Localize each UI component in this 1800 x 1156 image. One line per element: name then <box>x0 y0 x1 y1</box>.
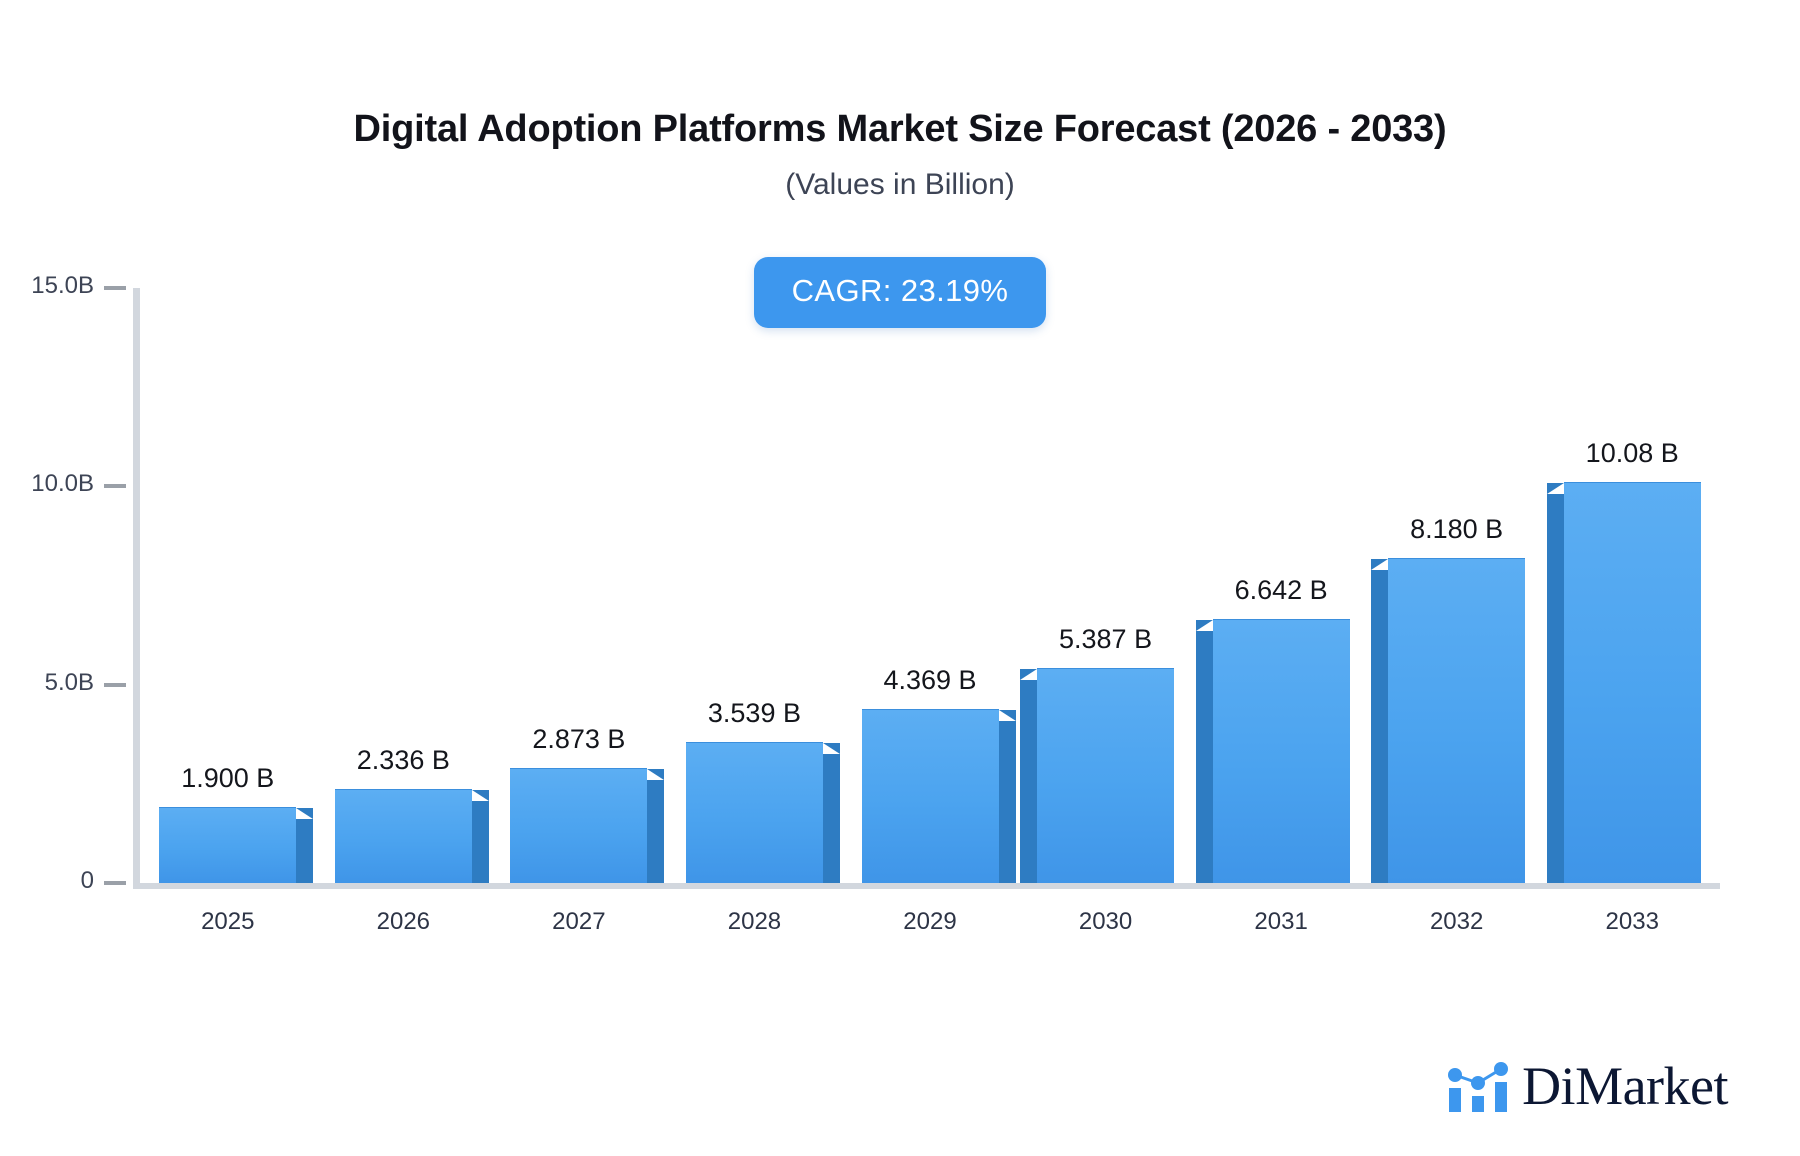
y-tick-label: 15.0B <box>31 272 94 299</box>
bar[interactable] <box>159 806 314 883</box>
bar-value-label: 2.336 B <box>356 745 450 776</box>
bar[interactable] <box>1371 557 1526 883</box>
chart-subtitle: (Values in Billion) <box>785 167 1015 201</box>
bar-depth-top <box>471 790 489 802</box>
bar-depth-face <box>1546 494 1564 883</box>
x-axis-label: 2026 <box>376 908 431 935</box>
bar-group[interactable]: 10.08 B <box>1546 288 1701 883</box>
y-tick-mark <box>104 484 126 489</box>
bar-group[interactable]: 8.180 B <box>1371 288 1526 883</box>
cagr-badge-container: CAGR: 23.19% <box>0 257 1800 328</box>
y-tick-mark <box>104 881 126 885</box>
bar-depth-face <box>998 720 1016 883</box>
x-axis-label: 2032 <box>1429 908 1484 935</box>
bar[interactable] <box>1020 668 1175 883</box>
bar-chart-dots-icon <box>1448 1062 1509 1112</box>
x-axis-label: 2029 <box>903 908 957 935</box>
bar-value-label: 3.539 B <box>707 697 801 728</box>
bar-group[interactable]: 5.387 B <box>1020 288 1175 883</box>
bar-depth-face <box>647 780 665 883</box>
bar-group[interactable]: 2.873 B <box>510 288 665 883</box>
x-axis-label: 2027 <box>552 908 606 935</box>
dimarket-logo: DiMarket <box>1447 1058 1728 1114</box>
bar[interactable] <box>685 741 840 883</box>
bar-value-label: 2.873 B <box>532 724 626 755</box>
y-tick-label: 10.0B <box>31 470 94 498</box>
bar-group[interactable]: 4.369 B <box>861 288 1016 883</box>
bar-value-label: 5.387 B <box>1059 624 1153 655</box>
bar-value-label: 6.642 B <box>1234 574 1328 605</box>
bar[interactable] <box>334 789 489 883</box>
bar-group[interactable]: 3.539 B <box>685 288 840 883</box>
bar-depth-top <box>998 709 1016 721</box>
bar-depth-face <box>296 818 314 883</box>
y-tick-mark <box>104 286 126 290</box>
bar-series: 1.900 B 2.336 B 2.873 B 3.539 B 4.369 B 5.387… <box>140 288 1720 883</box>
y-tick-label: 0 <box>80 867 94 894</box>
bar-group[interactable]: 1.900 B <box>159 288 314 883</box>
x-axis-label: 2031 <box>1254 908 1308 935</box>
chart-title: Digital Adoption Platforms Market Size F… <box>353 108 1447 150</box>
bar-depth-top <box>822 742 840 754</box>
bar-depth-top <box>1546 483 1564 495</box>
bar[interactable] <box>1546 482 1701 883</box>
bar-value-label: 1.900 B <box>181 762 275 793</box>
bar-depth-top <box>1371 558 1389 570</box>
bar[interactable] <box>1195 618 1350 883</box>
bar-depth-face <box>1020 680 1038 883</box>
bar-depth-top <box>1195 619 1213 631</box>
bar[interactable] <box>861 708 1016 883</box>
bar-depth-top <box>1020 669 1038 681</box>
bar-depth-top <box>296 807 314 819</box>
logo-text: DiMarket <box>1522 1056 1728 1116</box>
bar-value-label: 4.369 B <box>883 664 977 695</box>
y-tick-mark <box>104 682 126 687</box>
bar-depth-face <box>471 801 489 883</box>
chart-header: Digital Adoption Platforms Market Size F… <box>0 108 1800 202</box>
bar-value-label: 8.180 B <box>1410 513 1504 544</box>
y-tick-label: 5.0B <box>44 668 94 696</box>
bar[interactable] <box>510 768 665 883</box>
bar-depth-face <box>822 753 840 883</box>
x-axis-line <box>133 883 1720 889</box>
bar-depth-top <box>647 769 665 781</box>
bar-group[interactable]: 6.642 B <box>1195 288 1350 883</box>
x-axis-label: 2033 <box>1605 908 1659 935</box>
bar-value-label: 10.08 B <box>1585 438 1679 469</box>
x-axis-label: 2030 <box>1078 908 1133 935</box>
x-axis-label: 2028 <box>727 908 782 935</box>
y-axis-line <box>133 288 140 889</box>
bar-group[interactable]: 2.336 B <box>334 288 489 883</box>
cagr-badge[interactable]: CAGR: 23.19% <box>753 257 1047 328</box>
bar-depth-face <box>1195 630 1213 883</box>
x-axis-label: 2025 <box>201 908 255 935</box>
bar-depth-face <box>1371 569 1389 883</box>
